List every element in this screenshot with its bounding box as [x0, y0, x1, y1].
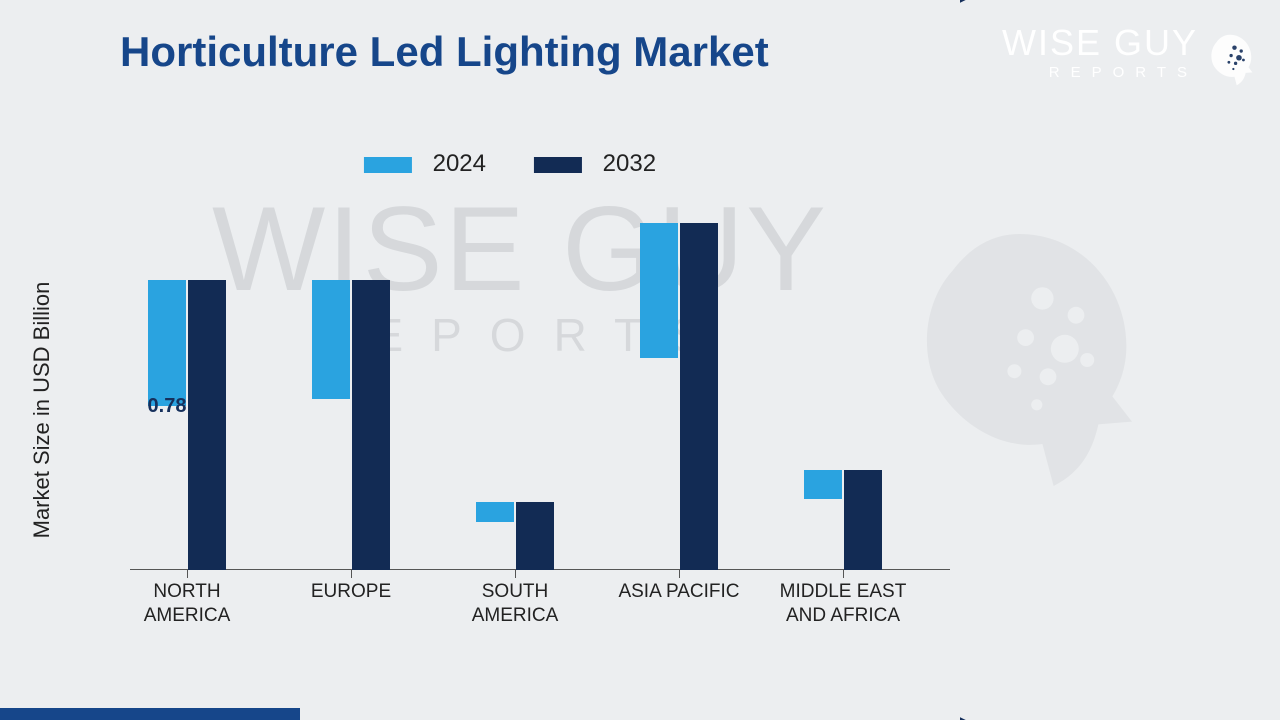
- category-group: [312, 280, 390, 570]
- legend: 2024 2032: [364, 150, 656, 178]
- category-group: [640, 223, 718, 570]
- bar-2024: [476, 502, 514, 521]
- category-group: [148, 280, 226, 570]
- category-label: ASIA PACIFIC: [604, 570, 754, 604]
- chart: Market Size in USD Billion 2024 2032 NOR…: [60, 150, 960, 670]
- legend-item-2032: 2032: [534, 150, 656, 178]
- bar-value-label: 0.78: [148, 395, 187, 418]
- bottom-accent-bar: [0, 708, 300, 720]
- legend-label-2024: 2024: [433, 150, 486, 177]
- category-group: [476, 502, 554, 570]
- bar-2032: [352, 280, 390, 570]
- category-group: [804, 470, 882, 570]
- bar-2032: [680, 223, 718, 570]
- category-label: NORTH AMERICA: [112, 570, 262, 628]
- bar-2024: [312, 280, 350, 399]
- bar-2024: [148, 280, 186, 405]
- bar-2032: [188, 280, 226, 570]
- legend-swatch-2032: [534, 157, 582, 173]
- y-axis-label: Market Size in USD Billion: [29, 282, 55, 539]
- bar-2024: [640, 223, 678, 358]
- category-label: SOUTH AMERICA: [440, 570, 590, 628]
- category-label: EUROPE: [276, 570, 426, 604]
- logo-main-text: WISE GUY: [988, 24, 1198, 62]
- legend-item-2024: 2024: [364, 150, 486, 178]
- chart-title: Horticulture Led Lighting Market: [120, 28, 769, 76]
- bar-2032: [516, 502, 554, 570]
- logo-head-icon: [1202, 30, 1258, 90]
- brand-logo: WISE GUY REPORTS: [988, 24, 1258, 81]
- page-root: WISE GUY REPORTS WISE GUY REPORTS Hortic…: [0, 0, 1280, 720]
- legend-swatch-2024: [364, 157, 412, 173]
- plot-area: NORTH AMERICA0.78EUROPESOUTH AMERICAASIA…: [130, 200, 950, 570]
- logo-sub-text: REPORTS: [988, 64, 1198, 81]
- bar-2024: [804, 470, 842, 499]
- legend-label-2032: 2032: [603, 150, 656, 177]
- category-label: MIDDLE EAST AND AFRICA: [768, 570, 918, 628]
- bar-2032: [844, 470, 882, 570]
